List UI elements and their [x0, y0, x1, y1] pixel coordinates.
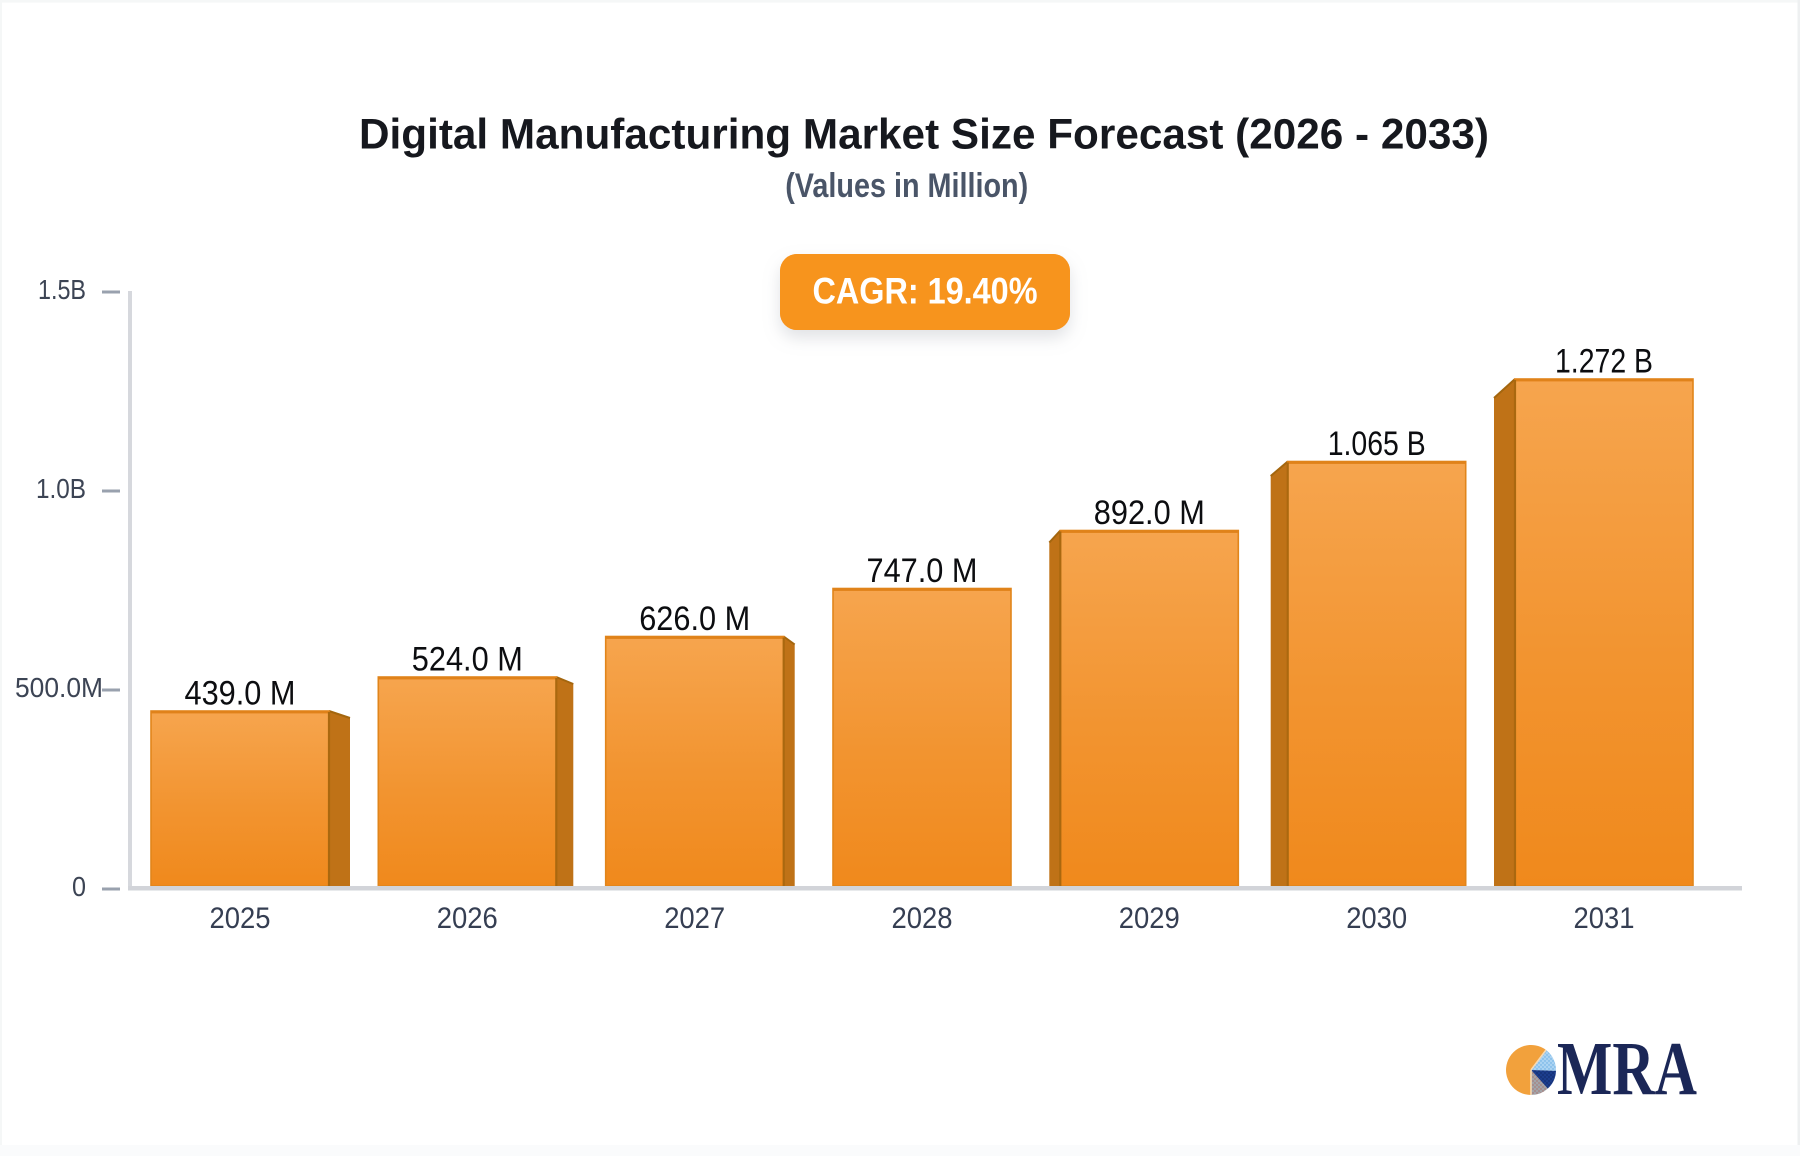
svg-text:(Values in Million): (Values in Million): [785, 167, 1028, 205]
svg-text:747.0 M: 747.0 M: [867, 552, 978, 590]
svg-text:1.065 B: 1.065 B: [1328, 425, 1426, 463]
svg-text:1.0B: 1.0B: [36, 473, 86, 504]
svg-text:1.272 B: 1.272 B: [1555, 343, 1653, 381]
svg-text:2030: 2030: [1346, 902, 1407, 935]
svg-text:2029: 2029: [1119, 902, 1180, 935]
svg-text:439.0 M: 439.0 M: [185, 675, 296, 713]
svg-text:1.5B: 1.5B: [38, 274, 86, 305]
svg-text:2031: 2031: [1574, 902, 1635, 935]
svg-text:CAGR: 19.40%: CAGR: 19.40%: [813, 271, 1038, 312]
svg-text:2025: 2025: [210, 902, 271, 935]
svg-text:500.0M: 500.0M: [15, 672, 103, 703]
svg-text:2027: 2027: [664, 902, 725, 935]
svg-text:2028: 2028: [892, 902, 953, 935]
svg-text:0: 0: [72, 871, 86, 902]
svg-text:MRA: MRA: [1557, 1027, 1697, 1111]
svg-text:2026: 2026: [437, 902, 498, 935]
svg-text:524.0 M: 524.0 M: [412, 641, 523, 679]
svg-text:626.0 M: 626.0 M: [639, 600, 750, 638]
svg-text:892.0 M: 892.0 M: [1094, 494, 1205, 532]
svg-text:Digital Manufacturing Market S: Digital Manufacturing Market Size Foreca…: [359, 111, 1489, 159]
